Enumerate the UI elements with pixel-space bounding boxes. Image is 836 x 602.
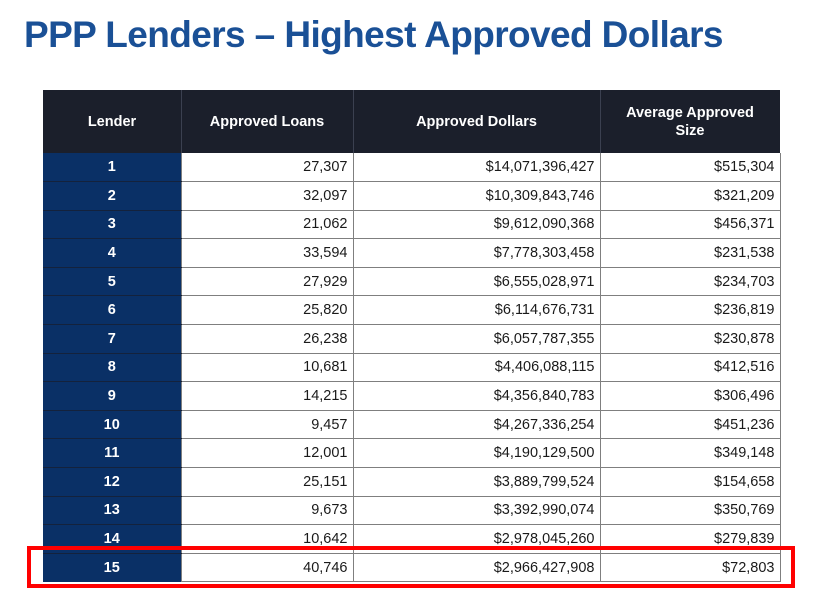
cell-approved-dollars: $4,356,840,783	[353, 381, 601, 411]
cell-approved-loans: 10,681	[180, 353, 354, 383]
cell-approved-loans: 26,238	[180, 324, 354, 354]
cell-lender: 11	[43, 438, 182, 469]
cell-average-approved-size: $451,236	[600, 410, 781, 440]
cell-approved-dollars: $4,190,129,500	[353, 438, 601, 469]
table-row: 13 9,673 $3,392,990,074 $350,769	[43, 496, 781, 526]
cell-average-approved-size: $234,703	[600, 267, 781, 297]
table-body: 1 27,307 $14,071,396,427 $515,304 2 32,097 $10…	[43, 153, 781, 583]
cell-lender: 4	[43, 238, 182, 268]
cell-approved-dollars: $4,267,336,254	[353, 410, 601, 440]
table-row: 3 21,062 $9,612,090,368 $456,371	[43, 210, 781, 240]
table-row: 9 14,215 $4,356,840,783 $306,496	[43, 381, 781, 411]
column-header-approved-dollars: Approved Dollars	[353, 90, 600, 153]
table-row: 8 10,681 $4,406,088,115 $412,516	[43, 353, 781, 383]
cell-approved-dollars: $9,612,090,368	[353, 210, 601, 240]
cell-approved-loans: 32,097	[180, 181, 354, 211]
cell-approved-dollars: $6,114,676,731	[353, 295, 601, 326]
cell-approved-dollars: $14,071,396,427	[353, 153, 601, 183]
cell-average-approved-size: $236,819	[600, 295, 781, 326]
cell-approved-loans: 12,001	[180, 438, 354, 469]
cell-approved-loans: 25,151	[180, 467, 354, 497]
cell-approved-dollars: $2,978,045,260	[353, 524, 601, 554]
cell-approved-loans: 40,746	[180, 553, 354, 583]
cell-lender: 1	[43, 153, 182, 183]
cell-lender: 8	[43, 353, 182, 383]
table-row: 6 25,820 $6,114,676,731 $236,819	[43, 295, 781, 326]
cell-approved-loans: 33,594	[180, 238, 354, 268]
cell-approved-loans: 21,062	[180, 210, 354, 240]
cell-lender: 13	[43, 496, 182, 526]
page-title: PPP Lenders – Highest Approved Dollars	[24, 14, 724, 55]
cell-approved-loans: 27,929	[180, 267, 354, 297]
cell-lender: 3	[43, 210, 182, 240]
table-row: 14 10,642 $2,978,045,260 $279,839	[43, 524, 781, 554]
cell-lender: 5	[43, 267, 182, 297]
table-header-row: Lender Approved Loans Approved Dollars A…	[43, 90, 780, 153]
cell-average-approved-size: $306,496	[600, 381, 781, 411]
cell-approved-dollars: $7,778,303,458	[353, 238, 601, 268]
table-row: 5 27,929 $6,555,028,971 $234,703	[43, 267, 781, 297]
cell-average-approved-size: $456,371	[600, 210, 781, 240]
cell-lender: 14	[43, 524, 182, 554]
cell-average-approved-size: $230,878	[600, 324, 781, 354]
cell-approved-loans: 27,307	[180, 153, 354, 183]
column-header-average-approved-size: Average Approved Size	[600, 90, 780, 153]
cell-approved-loans: 9,673	[180, 496, 354, 526]
cell-lender: 6	[43, 295, 182, 326]
table-row: 7 26,238 $6,057,787,355 $230,878	[43, 324, 781, 354]
table-row: 15 40,746 $2,966,427,908 $72,803	[43, 553, 781, 583]
cell-average-approved-size: $279,839	[600, 524, 781, 554]
cell-approved-dollars: $3,889,799,524	[353, 467, 601, 497]
cell-approved-dollars: $6,555,028,971	[353, 267, 601, 297]
table-row: 2 32,097 $10,309,843,746 $321,209	[43, 181, 781, 211]
cell-approved-dollars: $2,966,427,908	[353, 553, 601, 583]
cell-approved-loans: 14,215	[180, 381, 354, 411]
cell-lender: 10	[43, 410, 182, 440]
cell-average-approved-size: $350,769	[600, 496, 781, 526]
cell-approved-loans: 10,642	[180, 524, 354, 554]
cell-lender: 15	[43, 553, 182, 582]
cell-average-approved-size: $72,803	[600, 553, 781, 583]
lenders-table-container: Lender Approved Loans Approved Dollars A…	[43, 90, 781, 583]
cell-approved-loans: 9,457	[180, 410, 354, 440]
table-row: 4 33,594 $7,778,303,458 $231,538	[43, 238, 781, 268]
cell-average-approved-size: $412,516	[600, 353, 781, 383]
cell-lender: 2	[43, 181, 182, 211]
cell-lender: 12	[43, 467, 182, 497]
cell-average-approved-size: $154,658	[600, 467, 781, 497]
table-row: 11 12,001 $4,190,129,500 $349,148	[43, 438, 781, 469]
ppp-lenders-table: Lender Approved Loans Approved Dollars A…	[43, 90, 781, 583]
cell-approved-dollars: $10,309,843,746	[353, 181, 601, 211]
cell-average-approved-size: $515,304	[600, 153, 781, 183]
table-row: 12 25,151 $3,889,799,524 $154,658	[43, 467, 781, 497]
cell-average-approved-size: $321,209	[600, 181, 781, 211]
cell-approved-loans: 25,820	[180, 295, 354, 326]
cell-lender: 7	[43, 324, 182, 354]
column-header-lender: Lender	[43, 90, 181, 153]
cell-approved-dollars: $4,406,088,115	[353, 353, 601, 383]
table-row: 10 9,457 $4,267,336,254 $451,236	[43, 410, 781, 440]
cell-approved-dollars: $6,057,787,355	[353, 324, 601, 354]
table-header: Lender Approved Loans Approved Dollars A…	[43, 90, 780, 153]
cell-approved-dollars: $3,392,990,074	[353, 496, 601, 526]
table-row: 1 27,307 $14,071,396,427 $515,304	[43, 153, 781, 183]
column-header-approved-loans: Approved Loans	[181, 90, 353, 153]
cell-average-approved-size: $349,148	[600, 438, 781, 469]
cell-lender: 9	[43, 381, 182, 411]
cell-average-approved-size: $231,538	[600, 238, 781, 268]
